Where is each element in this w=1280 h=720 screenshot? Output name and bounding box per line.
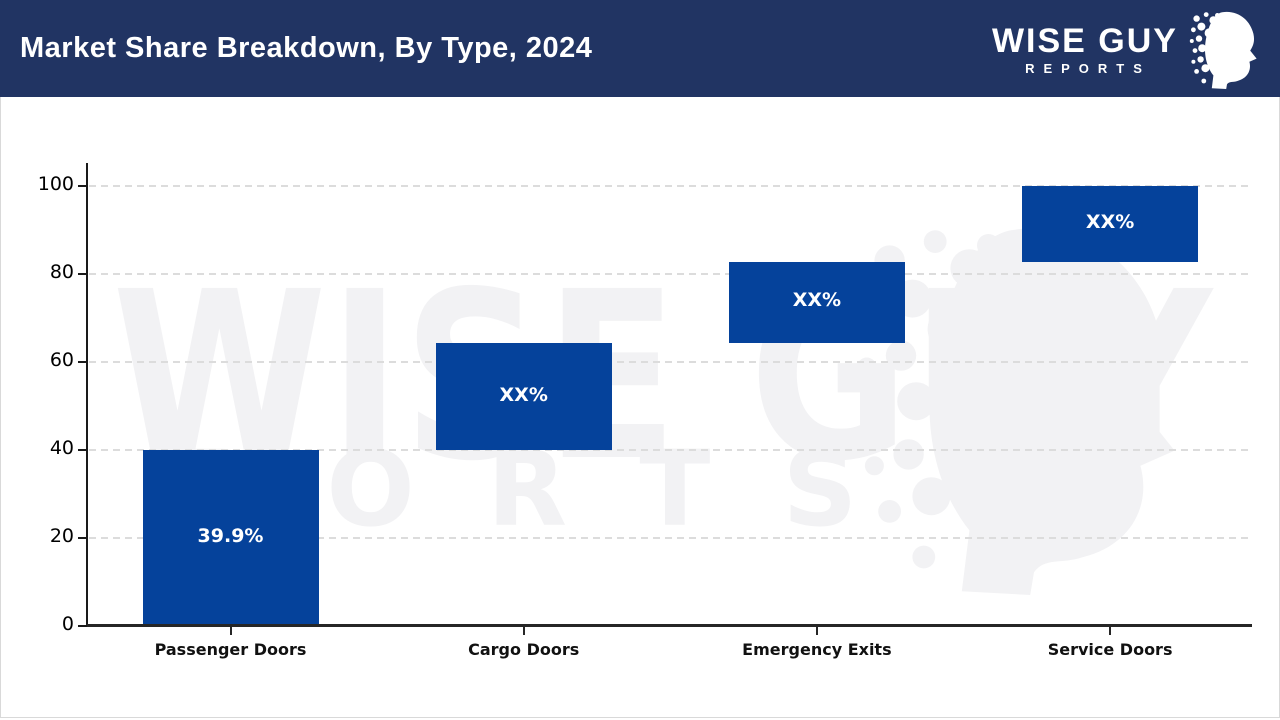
grid-line — [89, 537, 1252, 539]
x-category-label: Service Doors — [1047, 640, 1173, 659]
grid-line — [89, 449, 1252, 451]
logo-text: WISE GUY REPORTS — [992, 23, 1178, 76]
bar — [435, 343, 612, 451]
x-category-label: Passenger Doors — [154, 640, 307, 659]
x-category-label: Emergency Exits — [742, 640, 892, 659]
dotted-head-icon — [1189, 11, 1257, 89]
bar-value-label: XX% — [499, 383, 548, 406]
watermark-dotted-head — [857, 228, 1175, 595]
bar-value-label: XX% — [792, 289, 842, 312]
x-axis-tick — [1109, 627, 1112, 635]
y-axis-tick — [78, 185, 87, 187]
y-tick-label: 100 — [37, 173, 74, 195]
bar — [728, 261, 905, 344]
x-axis-tick — [815, 627, 818, 635]
logo-subtitle: REPORTS — [1025, 60, 1151, 76]
grid-line — [89, 273, 1252, 275]
x-axis-tick — [522, 627, 525, 635]
x-axis-tick — [229, 627, 232, 635]
y-axis-tick — [78, 361, 87, 363]
y-axis-tick — [78, 449, 87, 451]
y-axis — [86, 163, 88, 627]
y-axis-tick — [78, 273, 87, 275]
header-bar: Market Share Breakdown, By Type, 2024 WI… — [0, 0, 1280, 97]
logo-wordmark: WISE GUY — [991, 21, 1178, 60]
bar — [142, 450, 319, 626]
wise-guy-reports-logo: WISE GUY REPORTS — [992, 8, 1266, 90]
y-tick-label: 0 — [61, 613, 74, 635]
y-axis-tick — [78, 537, 87, 539]
grid-line — [89, 185, 1252, 187]
x-category-label: Cargo Doors — [468, 640, 580, 659]
y-tick-label: 40 — [49, 437, 74, 459]
grid-line — [89, 361, 1252, 363]
y-tick-label: 60 — [49, 349, 74, 371]
x-axis — [86, 624, 1252, 627]
y-tick-label: 20 — [49, 525, 74, 547]
y-tick-label: 80 — [49, 261, 74, 283]
bar-value-label: XX% — [1085, 210, 1135, 233]
bar-value-label: 39.9% — [197, 525, 264, 548]
bar — [1022, 186, 1199, 262]
page-title: Market Share Breakdown, By Type, 2024 — [20, 32, 593, 64]
y-axis-tick — [78, 625, 87, 627]
